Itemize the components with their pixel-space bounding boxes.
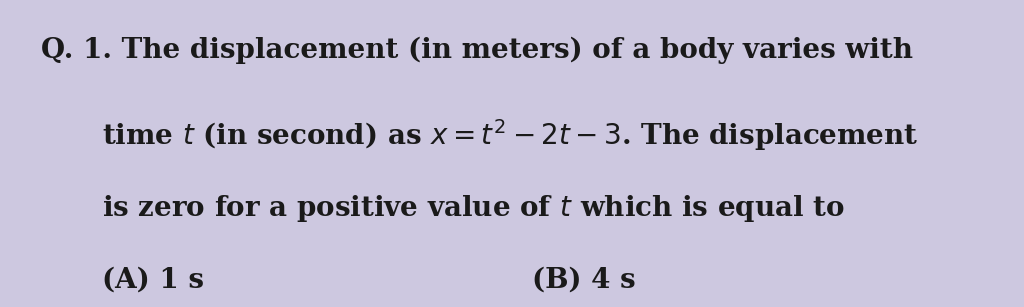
Text: (B) 4 s: (B) 4 s (532, 267, 636, 294)
Text: Q. 1. The displacement (in meters) of a body varies with: Q. 1. The displacement (in meters) of a … (41, 37, 913, 64)
Text: (A) 1 s: (A) 1 s (102, 267, 205, 294)
Text: time $t$ (in second) as $x = t^{2}-2t-3$. The displacement: time $t$ (in second) as $x = t^{2}-2t-3$… (102, 117, 919, 153)
Text: is zero for a positive value of $t$ which is equal to: is zero for a positive value of $t$ whic… (102, 193, 845, 224)
